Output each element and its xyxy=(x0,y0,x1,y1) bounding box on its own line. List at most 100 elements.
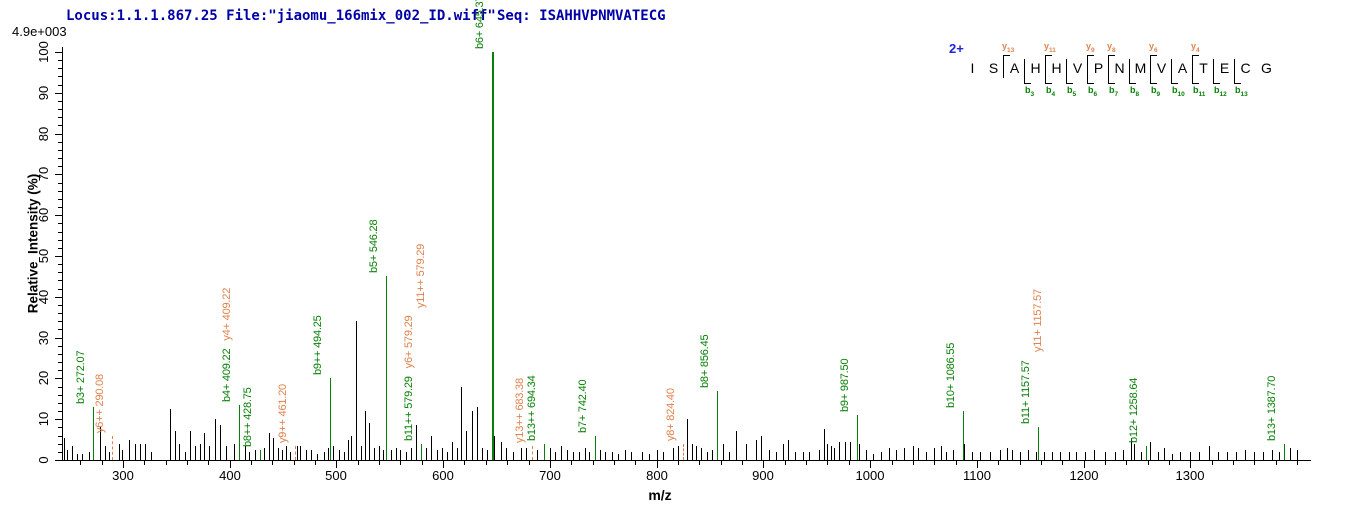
peak xyxy=(827,444,828,460)
residue-letter: I xyxy=(970,60,975,76)
x-axis-tick xyxy=(678,461,679,465)
y-axis-tick xyxy=(58,313,62,314)
peak xyxy=(1190,452,1191,460)
x-axis-title: m/z xyxy=(648,487,672,503)
annotated-peak xyxy=(492,52,494,460)
b-ion-arm xyxy=(1171,83,1178,84)
y-axis-tick xyxy=(58,150,62,151)
peak xyxy=(573,452,574,460)
x-axis-tick xyxy=(272,461,273,465)
b-ion-arm xyxy=(1087,83,1094,84)
peak xyxy=(278,448,279,460)
peak xyxy=(555,452,556,460)
peak xyxy=(105,446,106,460)
peak xyxy=(649,454,650,460)
y-axis-tick xyxy=(55,52,62,53)
peak xyxy=(845,442,846,460)
peak xyxy=(311,450,312,460)
peak xyxy=(348,440,349,460)
peak xyxy=(526,448,527,460)
peak xyxy=(1141,452,1142,460)
peak xyxy=(913,446,914,460)
peak xyxy=(135,444,136,460)
x-axis-tick xyxy=(998,461,999,465)
peak xyxy=(379,446,380,460)
peak xyxy=(356,321,357,460)
peak xyxy=(972,452,973,460)
y-ion-label: y8 xyxy=(1107,41,1116,54)
y-axis-tick xyxy=(58,232,62,233)
peak-annotation-text: y9++ 461.20 xyxy=(277,384,289,443)
y-axis-tick xyxy=(55,378,62,379)
peak xyxy=(521,448,522,460)
locus-file-label: Locus:1.1.1.867.25 File:"jiaomu_166mix_0… xyxy=(66,8,496,24)
x-axis-tick xyxy=(1233,461,1234,465)
y-axis-tick-label: 40 xyxy=(36,289,51,305)
peak-annotation-text: b11++ 579.29y6+ 579.29 xyxy=(403,315,415,441)
y-axis-tick xyxy=(58,354,62,355)
peak xyxy=(226,446,227,460)
y-axis-tick-label: 50 xyxy=(36,248,51,264)
x-axis-tick-label: 300 xyxy=(112,468,134,483)
y-axis-tick xyxy=(58,60,62,61)
x-axis-tick-label: 600 xyxy=(432,468,454,483)
peak xyxy=(365,411,366,460)
x-axis-tick xyxy=(806,461,807,465)
peak-annotation-text: b8++ 428.75 xyxy=(242,387,254,447)
peak xyxy=(255,450,256,460)
x-axis-tick xyxy=(699,461,700,465)
x-axis-tick xyxy=(1148,461,1149,465)
y-axis-tick xyxy=(58,117,62,118)
y-ion-label: y4 xyxy=(1191,41,1200,54)
peak xyxy=(1085,452,1086,460)
peak xyxy=(67,450,68,460)
x-axis-tick xyxy=(635,461,636,465)
peak xyxy=(859,444,860,460)
peak xyxy=(1000,450,1001,460)
peak-annotation-text: y6++ 290.08 xyxy=(94,374,106,433)
annotated-peak xyxy=(963,411,964,460)
peak xyxy=(374,448,375,460)
peak xyxy=(145,444,146,460)
peak xyxy=(482,448,483,460)
residue-letter: A xyxy=(1009,60,1020,76)
peak-annotation-text: y11+ 1157.57 xyxy=(1032,289,1044,352)
sequence-header-label: Seq: ISAHHVPNMVATECG xyxy=(497,8,666,24)
peak xyxy=(64,438,65,460)
residue-letter: E xyxy=(1219,60,1230,76)
peak xyxy=(1272,450,1273,460)
y-axis-tick xyxy=(58,395,62,396)
peak xyxy=(934,448,935,460)
x-axis-tick xyxy=(1297,461,1298,465)
peak xyxy=(550,448,551,460)
peak xyxy=(819,450,820,460)
y-axis-tick xyxy=(55,256,62,257)
annotated-peak xyxy=(239,405,240,460)
x-axis-tick xyxy=(785,461,786,465)
peak xyxy=(442,448,443,460)
peak xyxy=(746,444,747,460)
peak-annotation-text: b8+ 856.45 xyxy=(699,334,711,388)
peak xyxy=(1218,452,1219,460)
peak xyxy=(324,452,325,460)
peak xyxy=(391,450,392,460)
peak xyxy=(487,450,488,460)
residue-letter: C xyxy=(1240,60,1251,76)
annotated-peak xyxy=(386,276,387,460)
x-axis-tick xyxy=(358,461,359,465)
peak-annotation-text: b11+ 1157.57 xyxy=(1020,360,1032,424)
y-axis-tick xyxy=(58,362,62,363)
peak xyxy=(400,450,401,460)
x-axis-tick xyxy=(1169,461,1170,465)
peak xyxy=(1007,448,1008,460)
y-axis-tick xyxy=(58,329,62,330)
peak xyxy=(416,425,417,460)
peak xyxy=(431,436,432,460)
peak xyxy=(1069,452,1070,460)
y-ion-arm xyxy=(1045,55,1052,56)
x-axis-tick xyxy=(379,461,380,465)
peak xyxy=(1172,454,1173,460)
fragment-bond-marker xyxy=(1066,59,1067,84)
peak-annotation-text: b5+ 546.28 xyxy=(368,219,380,273)
peak xyxy=(605,452,606,460)
